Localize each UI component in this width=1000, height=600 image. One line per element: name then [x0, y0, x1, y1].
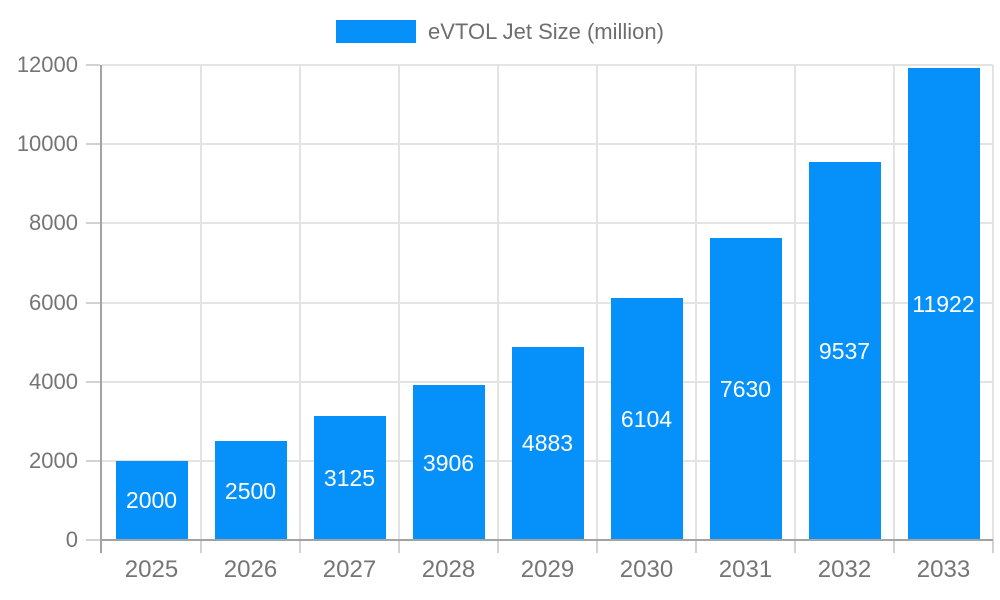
bar-value-label: 11922 — [912, 291, 975, 318]
x-gridline — [398, 65, 400, 540]
y-axis-label: 4000 — [29, 368, 78, 394]
y-axis-label: 6000 — [29, 289, 78, 315]
bar-value-label: 9537 — [818, 338, 871, 365]
bar-value-label: 2000 — [125, 487, 178, 514]
x-tick — [992, 540, 994, 553]
legend-label: eVTOL Jet Size (million) — [428, 19, 664, 44]
y-tick — [86, 380, 100, 383]
y-axis-label: 2000 — [29, 447, 78, 473]
bar[interactable] — [610, 298, 683, 540]
x-gridline — [200, 65, 202, 540]
x-tick — [299, 540, 301, 553]
x-gridline — [299, 65, 301, 540]
x-axis-line — [100, 539, 993, 541]
x-axis-label: 2025 — [124, 556, 179, 583]
x-tick — [398, 540, 400, 553]
x-axis-label: 2030 — [619, 556, 674, 583]
x-tick — [893, 540, 895, 553]
x-axis-label: 2031 — [718, 556, 773, 583]
x-gridline — [497, 65, 499, 540]
y-tick — [86, 539, 100, 541]
bar-value-label: 3906 — [422, 449, 475, 476]
x-gridline — [893, 65, 895, 540]
y-axis-label: 10000 — [16, 131, 78, 157]
bar[interactable] — [313, 416, 386, 540]
y-tick — [86, 459, 100, 462]
x-gridline — [695, 65, 697, 540]
x-tick — [794, 540, 796, 553]
bar[interactable] — [115, 460, 188, 540]
bar[interactable] — [808, 162, 881, 540]
legend[interactable]: eVTOL Jet Size (million) — [0, 20, 1000, 43]
x-axis-label: 2033 — [916, 556, 971, 583]
y-tick — [86, 143, 100, 146]
y-tick — [86, 64, 100, 66]
x-tick — [695, 540, 697, 553]
y-tick — [86, 301, 100, 304]
x-axis-label: 2032 — [817, 556, 872, 583]
bar[interactable] — [214, 441, 287, 540]
y-gridline — [102, 64, 993, 66]
bar[interactable] — [709, 237, 782, 540]
y-axis-line — [100, 65, 102, 553]
x-axis-label: 2029 — [520, 556, 575, 583]
y-axis-label: 12000 — [16, 52, 78, 77]
bar[interactable] — [412, 385, 485, 540]
x-axis-label: 2027 — [322, 556, 377, 583]
bar[interactable] — [907, 68, 980, 540]
x-gridline — [992, 65, 994, 540]
x-tick — [200, 540, 202, 553]
bar-value-label: 2500 — [224, 477, 277, 504]
x-tick — [497, 540, 499, 553]
y-gridline — [102, 301, 993, 304]
bar-value-label: 7630 — [719, 375, 772, 402]
x-gridline — [596, 65, 598, 540]
y-gridline — [102, 143, 993, 146]
bar[interactable] — [511, 346, 584, 540]
x-axis-label: 2026 — [223, 556, 278, 583]
x-axis-label: 2028 — [421, 556, 476, 583]
x-gridline — [794, 65, 796, 540]
bar-value-label: 4883 — [521, 430, 574, 457]
y-axis-label: 8000 — [29, 210, 78, 236]
y-tick — [86, 222, 100, 225]
bar-value-label: 6104 — [620, 406, 673, 433]
legend-swatch-icon — [336, 20, 417, 43]
y-axis-label: 0 — [65, 527, 78, 552]
y-gridline — [102, 222, 993, 225]
bar-value-label: 3125 — [323, 465, 376, 492]
x-tick — [596, 540, 598, 553]
